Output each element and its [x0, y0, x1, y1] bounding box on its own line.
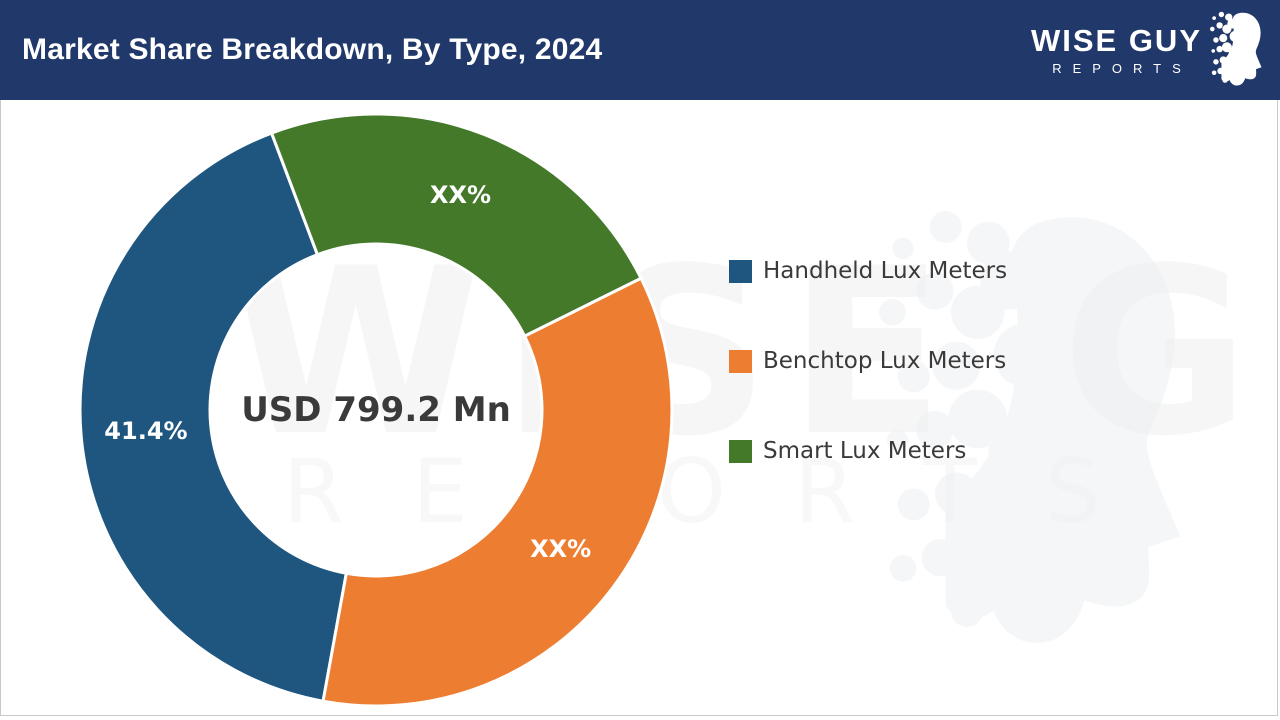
- legend-swatch-handheld: [729, 259, 752, 283]
- legend-item-benchtop: Benchtop Lux Meters: [729, 347, 1007, 375]
- chart-center-value: USD 799.2 Mn: [241, 390, 511, 430]
- brand-face-icon: [1210, 11, 1262, 86]
- brand-logo-text: WISE GUY REPORTS: [1030, 23, 1202, 77]
- legend-label: Benchtop Lux Meters: [763, 348, 1007, 374]
- chart-segment-label: XX%: [530, 535, 591, 563]
- page-title: Market Share Breakdown, By Type, 2024: [22, 33, 603, 66]
- chart-segment-label: XX%: [430, 181, 491, 209]
- chart-segment-smart-lux-meters: [269, 112, 644, 339]
- chart-segment-benchtop-lux-meters: [321, 276, 674, 708]
- legend-item-handheld: Handheld Lux Meters: [729, 257, 1007, 285]
- brand-subtitle: REPORTS: [1052, 61, 1192, 76]
- chart-segment-label: 41.4%: [104, 417, 187, 445]
- chart-segment-handheld-lux-meters: [78, 131, 349, 703]
- legend-swatch-smart: [729, 439, 752, 463]
- brand-logo: WISE GUY REPORTS: [1031, 9, 1264, 91]
- legend-swatch-benchtop: [729, 349, 752, 373]
- legend-label: Smart Lux Meters: [763, 438, 967, 464]
- chart-canvas: WISE GUY R E P O R T S 41.4%XX%XX% USD 7…: [0, 100, 1278, 716]
- header: Market Share Breakdown, By Type, 2024 WI…: [0, 0, 1280, 100]
- legend-item-smart: Smart Lux Meters: [729, 437, 1007, 465]
- chart-legend: Handheld Lux Meters Benchtop Lux Meters …: [729, 257, 1007, 527]
- donut-chart: 41.4% XX% XX%: [78, 112, 674, 708]
- brand-name: WISE GUY: [1030, 23, 1202, 58]
- legend-label: Handheld Lux Meters: [763, 258, 1008, 284]
